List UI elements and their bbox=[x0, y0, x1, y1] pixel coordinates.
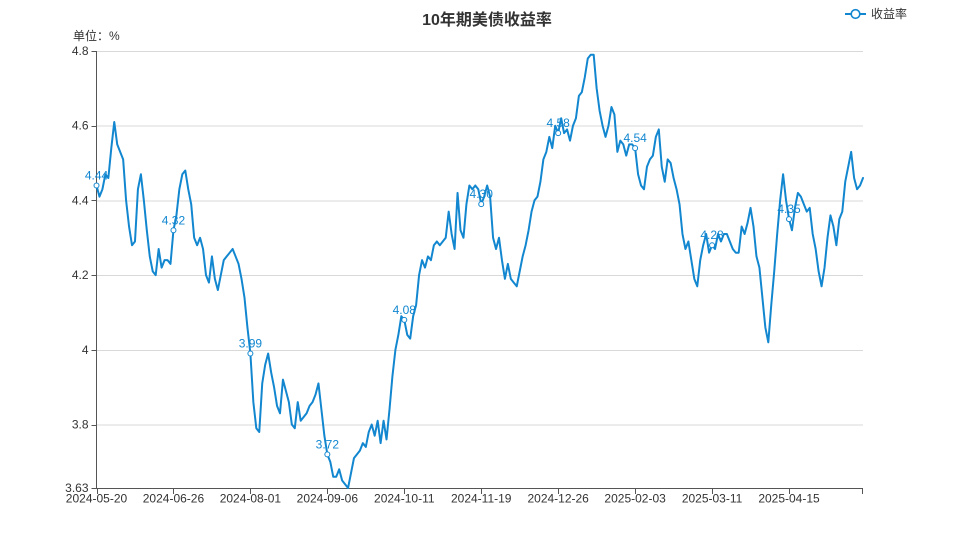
data-point-marker[interactable] bbox=[401, 316, 408, 323]
y-tick-label: 4.8 bbox=[72, 44, 89, 58]
x-axis: 2024-05-20 2024-06-26 2024-08-01 2024-09-06… bbox=[66, 488, 863, 506]
x-tick-label: 2024-09-06 bbox=[297, 492, 359, 506]
grid-lines bbox=[96, 51, 863, 426]
data-point-label: 3.72 bbox=[316, 437, 340, 451]
x-tick-label: 2024-12-26 bbox=[527, 492, 589, 506]
data-point-marker[interactable] bbox=[324, 451, 331, 458]
legend-item-yield[interactable]: 收益率 bbox=[845, 4, 907, 24]
y-tick-label: 4 bbox=[82, 343, 89, 357]
data-point-marker[interactable] bbox=[632, 145, 639, 152]
x-tick-label: 2025-02-03 bbox=[604, 492, 666, 506]
data-point-marker[interactable] bbox=[247, 350, 254, 357]
data-point-marker[interactable] bbox=[709, 242, 716, 249]
chart-title: 10年期美债收益率 bbox=[422, 12, 552, 29]
legend-label: 收益率 bbox=[871, 7, 908, 21]
data-point-marker[interactable] bbox=[93, 182, 100, 189]
data-point-markers[interactable] bbox=[93, 130, 793, 458]
data-point-label: 4.54 bbox=[623, 131, 647, 145]
data-point-labels: 4.44 4.32 3.99 3.72 4.08 4.30 4.58 4.54 4.28 4.35 bbox=[85, 116, 801, 451]
data-point-label: 4.44 bbox=[85, 168, 109, 182]
legend-line-circle-icon bbox=[845, 8, 866, 20]
data-point-marker[interactable] bbox=[170, 227, 177, 234]
y-tick-label: 4.4 bbox=[72, 193, 89, 207]
x-tick-label: 2024-08-01 bbox=[220, 492, 282, 506]
data-point-marker[interactable] bbox=[786, 216, 793, 223]
x-tick-label: 2025-03-11 bbox=[682, 492, 743, 506]
data-point-label: 4.30 bbox=[470, 187, 494, 201]
data-point-label: 4.28 bbox=[700, 228, 724, 242]
data-point-label: 4.32 bbox=[162, 213, 186, 227]
y-tick-label: 4.2 bbox=[72, 268, 89, 282]
data-point-label: 4.58 bbox=[547, 116, 571, 130]
y-tick-label: 4.6 bbox=[72, 119, 89, 133]
y-axis: 4.8 4.6 4.4 4.2 4 3.8 3.63 bbox=[65, 44, 97, 495]
x-tick-label: 2025-04-15 bbox=[758, 492, 820, 506]
data-point-marker[interactable] bbox=[555, 130, 562, 137]
unit-label: 单位：% bbox=[73, 29, 120, 43]
y-tick-label: 3.63 bbox=[65, 481, 89, 495]
x-tick-label: 2024-11-19 bbox=[451, 492, 512, 506]
yield-series-line[interactable] bbox=[95, 53, 864, 489]
x-tick-label: 2024-10-11 bbox=[374, 492, 435, 506]
data-point-label: 4.35 bbox=[777, 202, 801, 216]
y-tick-label: 3.8 bbox=[72, 418, 89, 432]
x-tick-label: 2024-06-26 bbox=[143, 492, 205, 506]
data-point-label: 3.99 bbox=[239, 337, 263, 351]
data-point-marker[interactable] bbox=[478, 201, 485, 208]
data-point-label: 4.08 bbox=[393, 303, 417, 317]
x-tick-label: 2024-05-20 bbox=[66, 492, 128, 506]
